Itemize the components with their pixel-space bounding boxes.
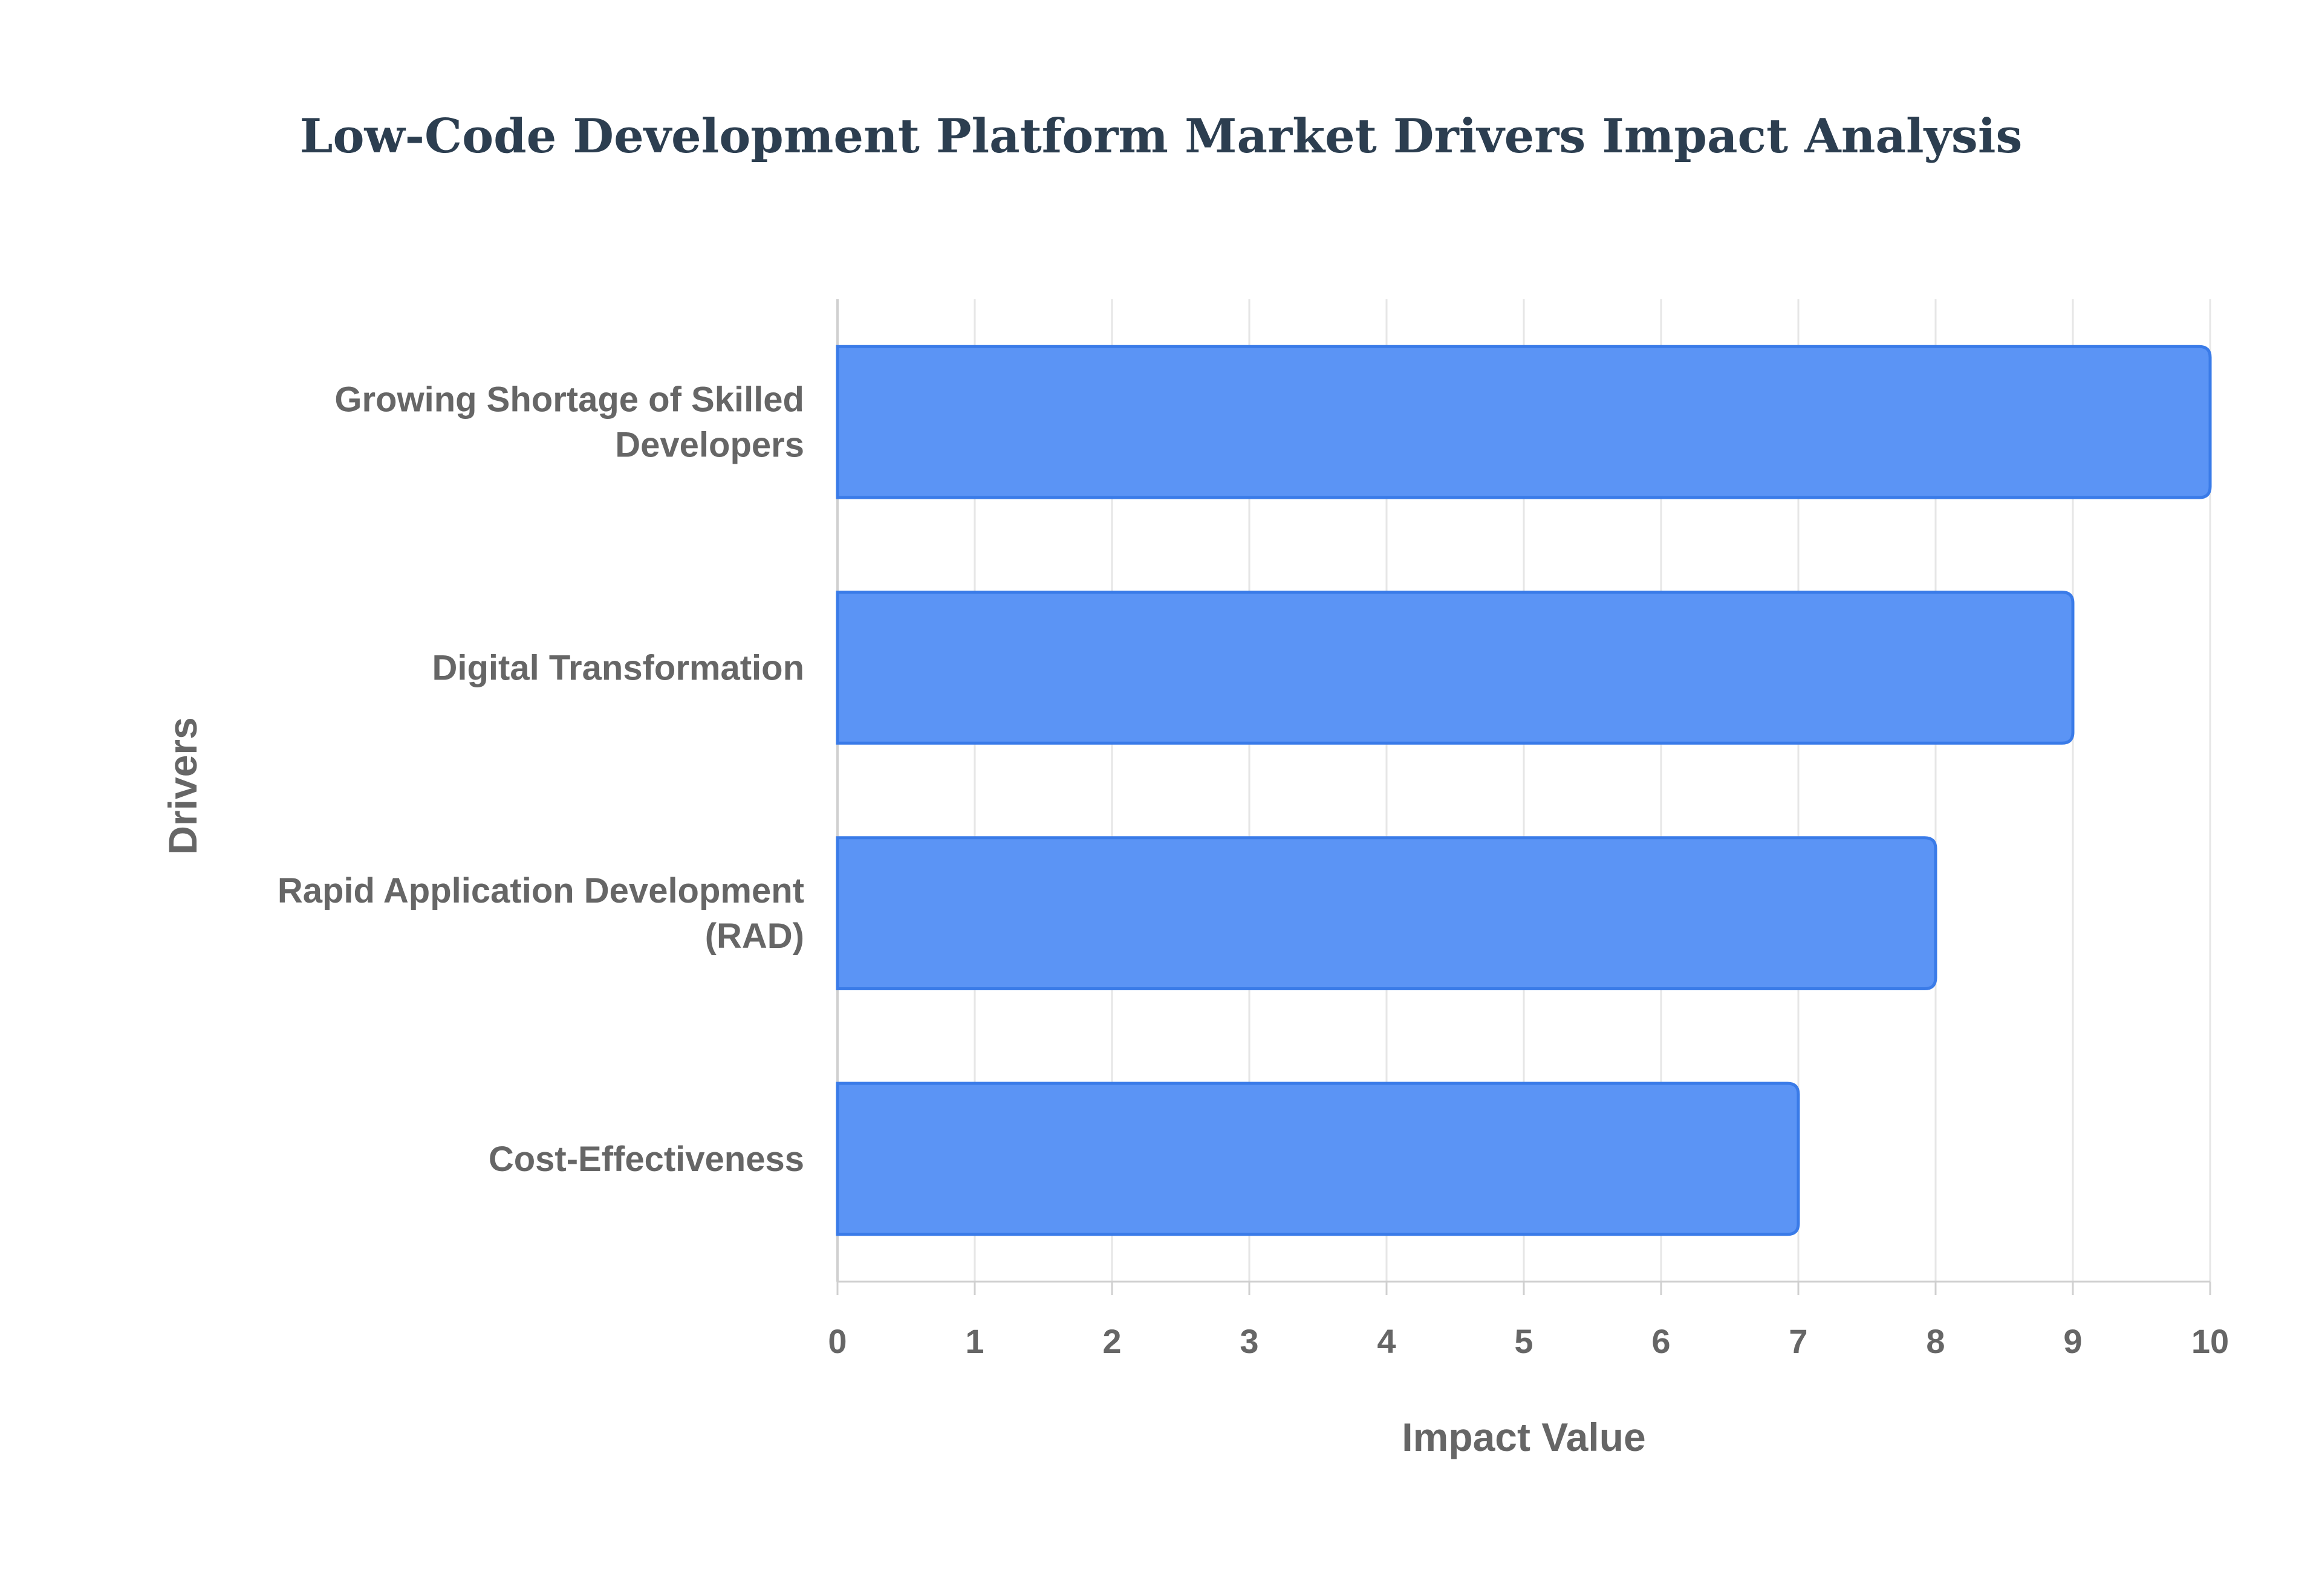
category-label-2: Rapid Application Development (RAD) bbox=[278, 871, 804, 956]
category-label-3: Cost-Effectiveness bbox=[489, 1140, 804, 1179]
x-tick-label-9: 9 bbox=[2063, 1322, 2082, 1360]
x-tick-label-6: 6 bbox=[1651, 1322, 1670, 1360]
category-label-line: Cost-Effectiveness bbox=[489, 1140, 804, 1179]
category-label-line: Developers bbox=[615, 426, 804, 465]
x-tick-label-7: 7 bbox=[1789, 1322, 1807, 1360]
category-label-1: Digital Transformation bbox=[432, 648, 804, 687]
bar-2[interactable] bbox=[836, 836, 1937, 991]
x-tick-label-8: 8 bbox=[1926, 1322, 1945, 1360]
category-label-line: Rapid Application Development bbox=[278, 871, 804, 910]
x-tick-labels: 0 1 2 3 4 5 6 7 8 9 10 bbox=[828, 1322, 2229, 1360]
category-label-line: Growing Shortage of Skilled bbox=[334, 380, 804, 420]
bar-3[interactable] bbox=[836, 1082, 1800, 1236]
x-tick-label-4: 4 bbox=[1377, 1322, 1396, 1360]
category-labels: Growing Shortage of Skilled Developers Dig… bbox=[278, 380, 804, 1179]
x-tick-label-3: 3 bbox=[1240, 1322, 1258, 1360]
y-axis-title: Drivers bbox=[160, 717, 205, 855]
bars bbox=[836, 345, 2212, 1236]
x-tick-label-5: 5 bbox=[1514, 1322, 1533, 1360]
x-tick-label-1: 1 bbox=[965, 1322, 984, 1360]
x-axis-title: Impact Value bbox=[1402, 1415, 1646, 1459]
bar-1[interactable] bbox=[836, 590, 2075, 745]
x-tick-label-10: 10 bbox=[2191, 1322, 2229, 1360]
category-label-line: Digital Transformation bbox=[432, 648, 804, 687]
category-label-line: (RAD) bbox=[705, 916, 804, 956]
bar-0[interactable] bbox=[836, 345, 2212, 499]
category-label-0: Growing Shortage of Skilled Developers bbox=[334, 380, 804, 465]
chart-title: Low-Code Development Platform Market Dri… bbox=[300, 109, 2023, 164]
x-tick-label-0: 0 bbox=[828, 1322, 847, 1360]
x-tick-label-2: 2 bbox=[1102, 1322, 1121, 1360]
